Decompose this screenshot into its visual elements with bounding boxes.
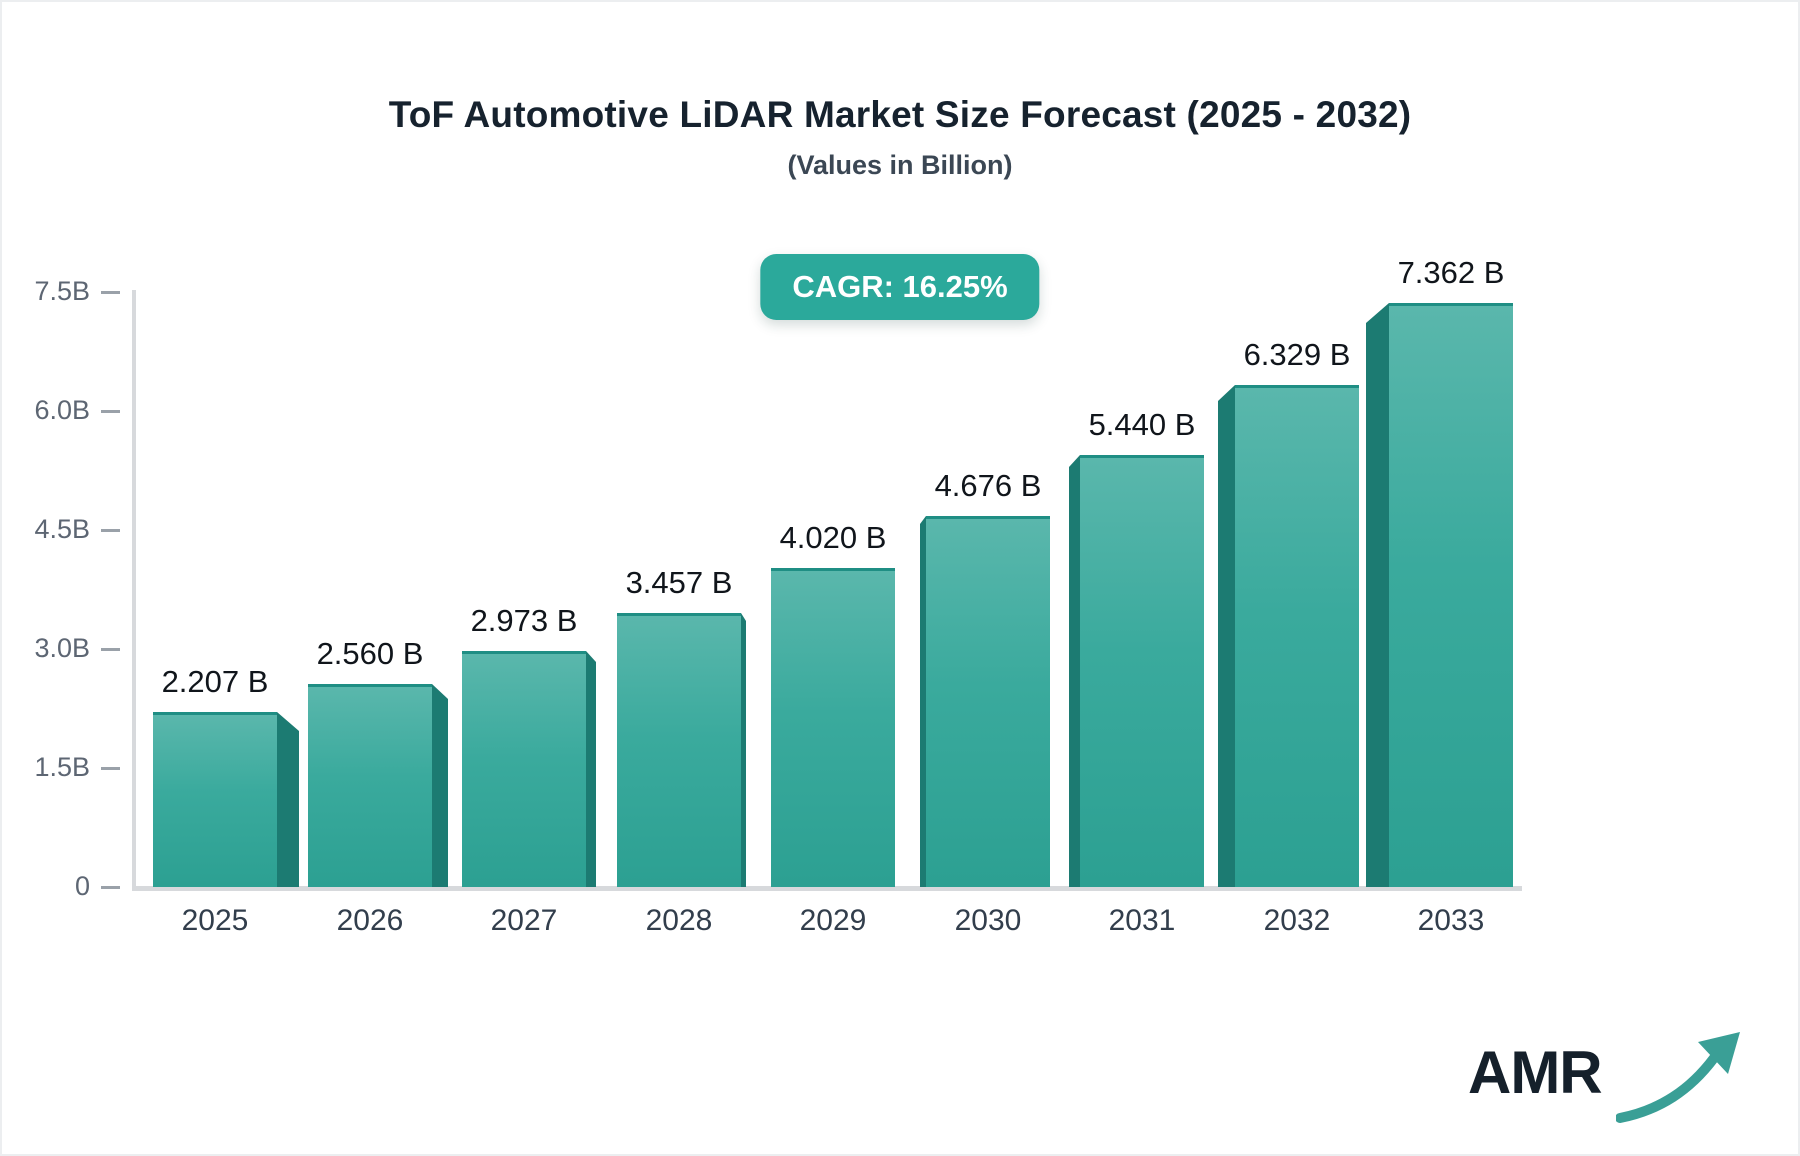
- x-axis-label-2026: 2026: [336, 904, 404, 937]
- bar-face: [308, 684, 432, 887]
- bar-side: [920, 516, 926, 887]
- cagr-badge: CAGR: 16.25%: [760, 254, 1040, 320]
- x-axis-label-2027: 2027: [490, 904, 558, 937]
- bar-value-label: 7.362 B: [1397, 255, 1505, 290]
- y-tick-label: 7.5B: [34, 276, 90, 306]
- bar-2031: [1069, 455, 1204, 887]
- bar-side: [1069, 455, 1080, 887]
- bar-value-label: 3.457 B: [625, 565, 733, 600]
- bar-face: [1389, 303, 1513, 887]
- bar-face: [1235, 385, 1359, 887]
- x-axis-label-2029: 2029: [799, 904, 867, 937]
- x-axis-label-2028: 2028: [645, 904, 713, 937]
- bar-face: [617, 613, 741, 887]
- y-tick-dash: [101, 529, 120, 532]
- amr-logo-text: AMR: [1468, 1039, 1603, 1106]
- bar-side: [432, 684, 448, 887]
- bar-value-label: 2.973 B: [470, 603, 578, 638]
- x-axis-line: [132, 886, 1522, 891]
- bar-side: [1366, 303, 1389, 887]
- bar-2026: [308, 684, 448, 887]
- bar-2029: [771, 568, 895, 887]
- bar-face: [771, 568, 895, 887]
- y-tick-dash: [101, 648, 120, 651]
- bar-2025: [153, 712, 299, 887]
- y-tick-label: 4.5B: [34, 514, 90, 544]
- y-tick-dash: [101, 886, 120, 889]
- y-tick-label: 1.5B: [34, 752, 90, 782]
- bar-face: [926, 516, 1050, 887]
- x-axis-label-2031: 2031: [1108, 904, 1176, 937]
- y-tick-label: 6.0B: [34, 395, 90, 425]
- x-axis-label-2033: 2033: [1417, 904, 1485, 937]
- x-axis-label-2030: 2030: [954, 904, 1022, 937]
- bar-value-label: 5.440 B: [1088, 407, 1196, 442]
- bar-2032: [1218, 385, 1359, 887]
- amr-logo: AMR: [1468, 1024, 1740, 1124]
- bar-side: [741, 613, 746, 887]
- bar-face: [462, 651, 586, 887]
- bar-value-label: 4.676 B: [934, 468, 1042, 503]
- chart-subtitle: (Values in Billion): [787, 150, 1013, 180]
- growth-arrow-icon: [1616, 1032, 1740, 1123]
- bar-value-label: 6.329 B: [1243, 337, 1351, 372]
- y-axis-line: [132, 290, 136, 890]
- y-tick-label: 3.0B: [34, 633, 90, 663]
- bar-value-label: 4.020 B: [779, 520, 887, 555]
- y-tick-dash: [101, 767, 120, 770]
- bar-side: [586, 651, 596, 887]
- bar-2027: [462, 651, 596, 887]
- bar-face: [153, 712, 277, 887]
- x-axis-label-2025: 2025: [181, 904, 249, 937]
- bar-side: [1218, 385, 1235, 887]
- bar-value-label: 2.560 B: [316, 636, 424, 671]
- bar-2028: [617, 613, 746, 887]
- y-tick-label: 0: [74, 871, 90, 901]
- bar-2030: [920, 516, 1050, 887]
- chart-title: ToF Automotive LiDAR Market Size Forecas…: [388, 94, 1412, 135]
- x-axis-label-2032: 2032: [1263, 904, 1331, 937]
- bar-2033: [1366, 303, 1513, 887]
- bar-value-label: 2.207 B: [161, 664, 269, 699]
- y-tick-dash: [101, 291, 120, 294]
- bar-face: [1080, 455, 1204, 887]
- bar-side: [277, 712, 299, 887]
- y-tick-dash: [101, 410, 120, 413]
